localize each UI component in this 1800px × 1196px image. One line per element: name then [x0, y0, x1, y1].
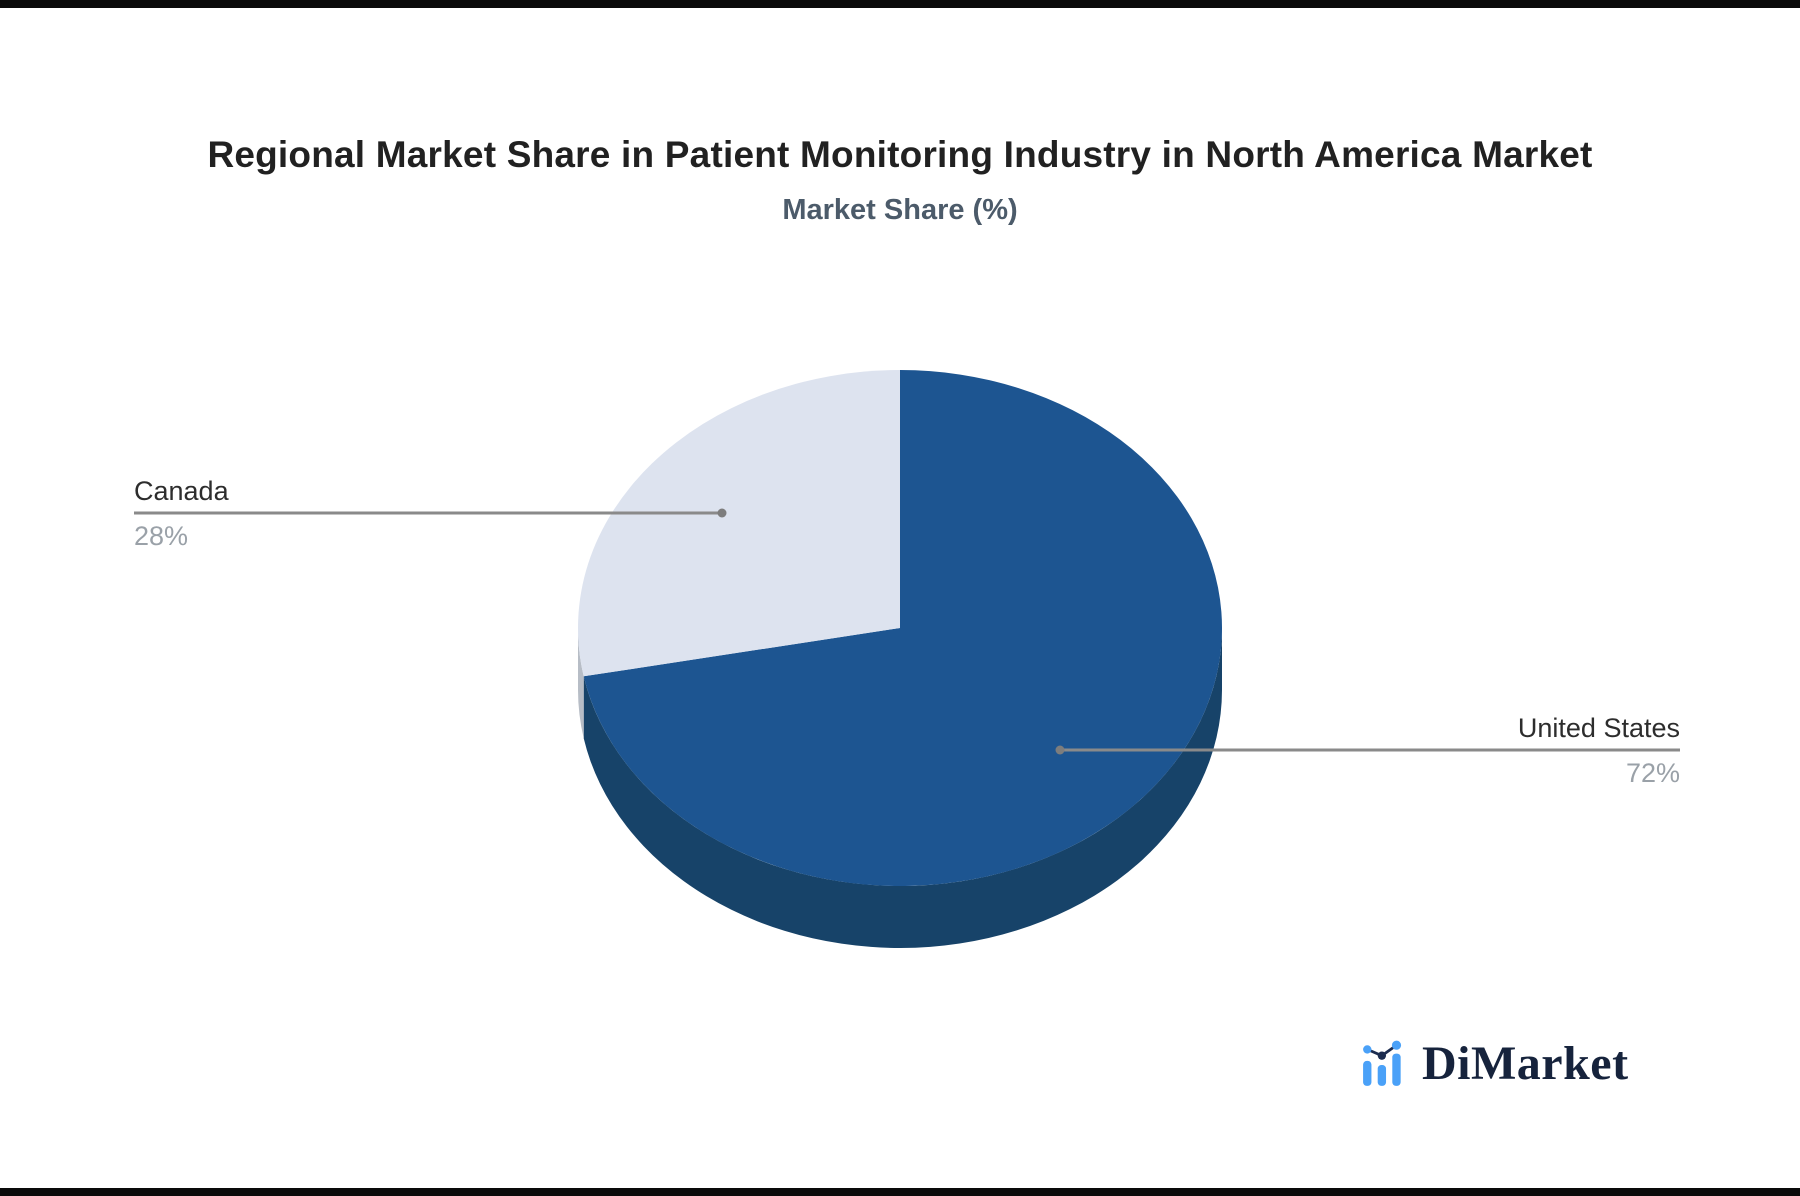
leader-dot-united-states [1055, 745, 1065, 755]
pie-side-canada [578, 628, 584, 739]
chart-subtitle: Market Share (%) [782, 194, 1018, 226]
slice-label-canada: Canada [134, 476, 229, 506]
slice-value-united-states: 72% [1625, 758, 1680, 788]
slice-value-canada: 28% [134, 521, 189, 551]
logo-text: DiMarket [1422, 1037, 1629, 1090]
pie-side-united-states [583, 628, 1222, 948]
logo-chart-icon [1363, 1040, 1402, 1086]
pie-slice-canada[interactable] [578, 370, 900, 677]
brand-logo: DiMarket [1362, 1040, 1629, 1088]
window-edge-top [0, 0, 1800, 8]
chart-title: Regional Market Share in Patient Monitor… [207, 134, 1593, 175]
window-edge-bottom [0, 1188, 1800, 1196]
leader-dot-canada [717, 508, 727, 518]
slice-label-united-states: United States [1517, 713, 1680, 743]
pie-slice-united-states[interactable] [583, 370, 1223, 887]
